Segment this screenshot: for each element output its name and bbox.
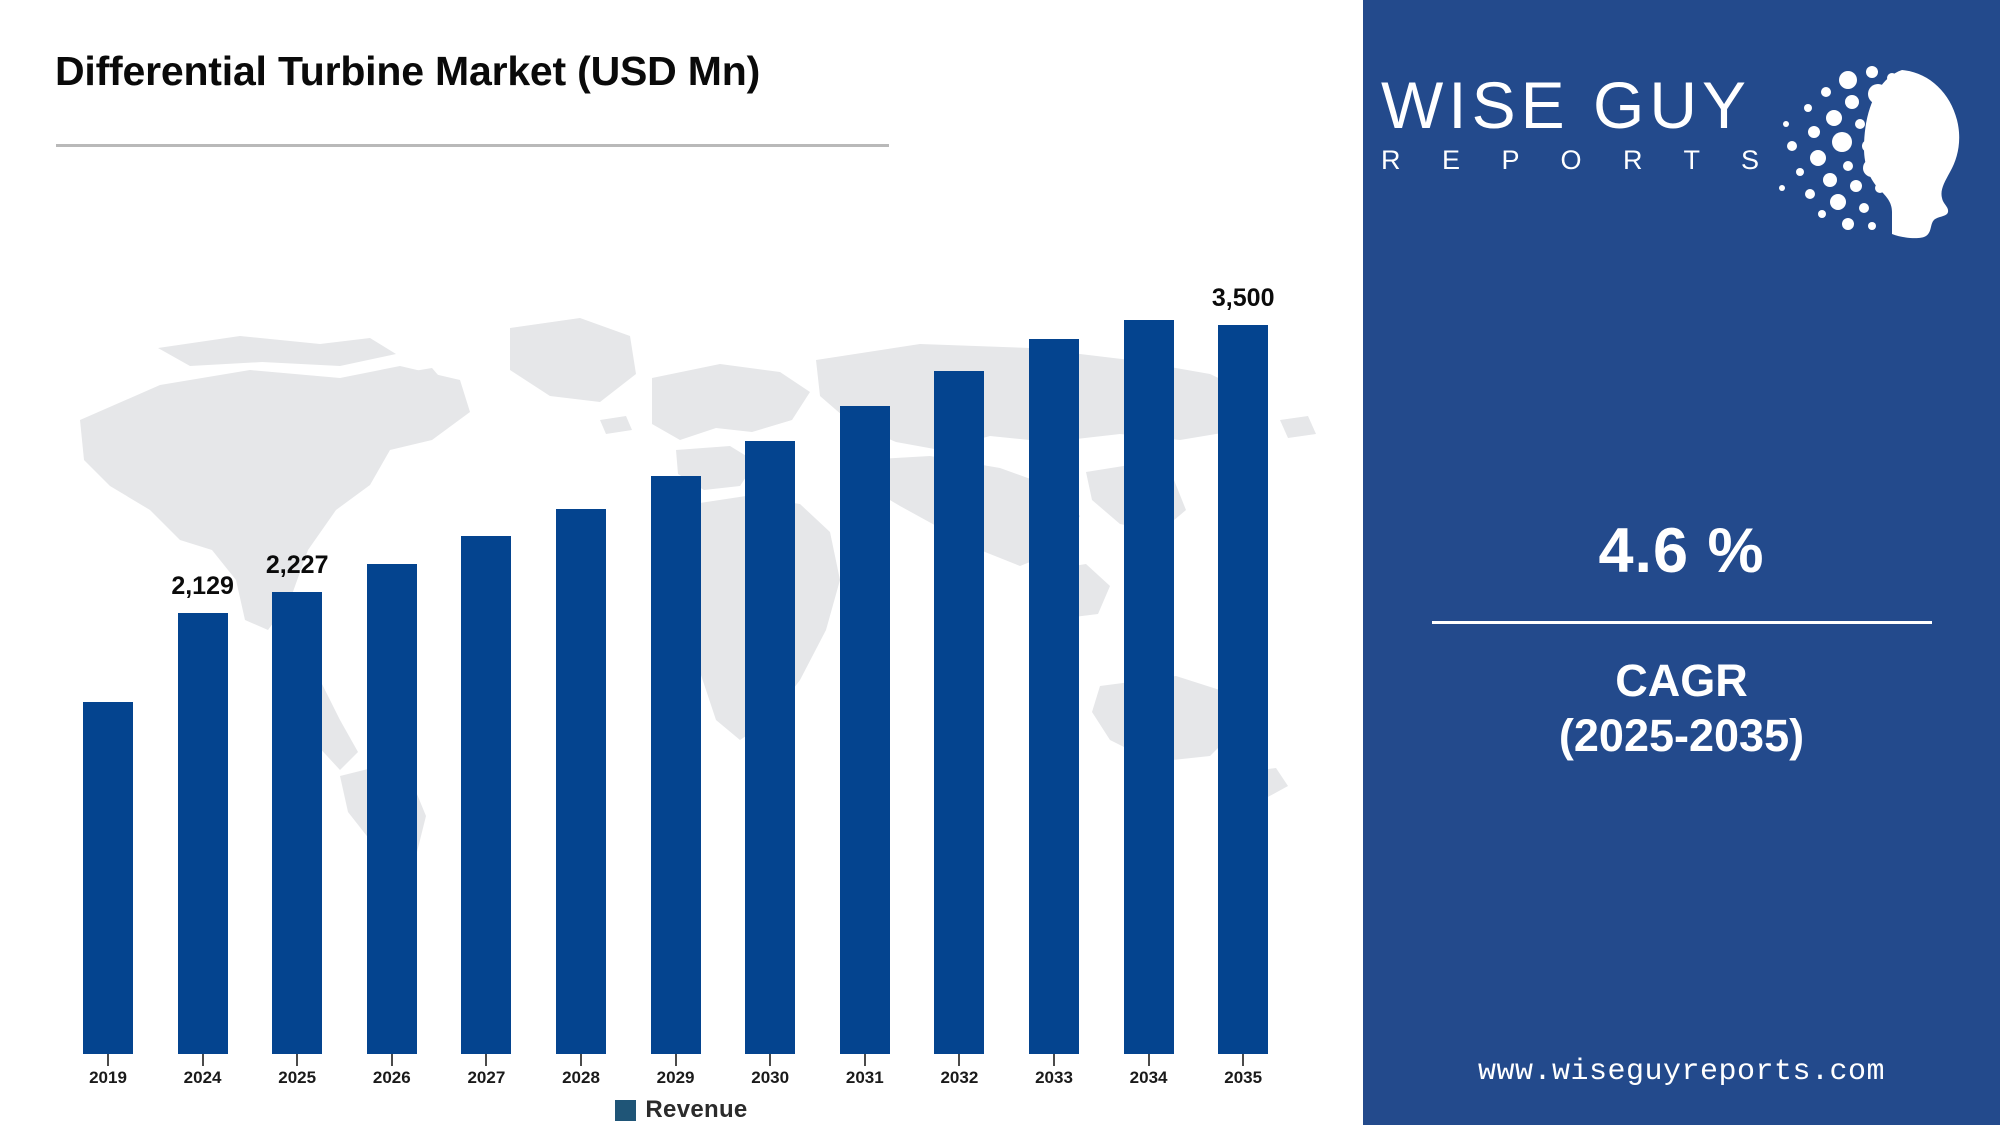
logo-line-primary: WISE GUY <box>1381 68 1752 142</box>
logo-wordmark: WISE GUY R E P O R T S <box>1381 68 1801 176</box>
logo-line-secondary: R E P O R T S <box>1381 145 1777 176</box>
bar-series-revenue: 2019 2,129 2024 2,227 2025 2026 2027 2028 2029 20… <box>83 0 1283 1087</box>
x-tick-label-2025: 2025 <box>278 1068 317 1087</box>
bar-2034[interactable] <box>1123 320 1174 1054</box>
bar-2029[interactable] <box>650 476 701 1054</box>
x-tick-label-2019: 2019 <box>89 1068 127 1087</box>
bar-2030[interactable] <box>745 441 796 1054</box>
bar-2024[interactable] <box>177 613 228 1054</box>
dotted-head-profile-icon <box>1779 66 1960 239</box>
x-tick-mark-2031 <box>863 1054 866 1066</box>
x-tick-mark-2029 <box>674 1054 677 1066</box>
cagr-block: 4.6 % CAGR (2025-2035) <box>1363 520 2000 764</box>
bar-2028[interactable] <box>556 509 606 1054</box>
legend-swatch-revenue <box>615 1099 637 1121</box>
cagr-caption: CAGR (2025-2035) <box>1363 654 2000 764</box>
bar-group-2030: 2030 <box>745 0 840 1087</box>
bar-group-2026: 2026 <box>366 0 462 1087</box>
x-tick-label-2032: 2032 <box>940 1068 979 1087</box>
bar-2031[interactable] <box>839 406 890 1054</box>
x-tick-mark-2019 <box>107 1054 109 1066</box>
legend-label-revenue: Revenue <box>645 1096 748 1123</box>
bar-value-label-2024: 2,129 <box>171 572 234 600</box>
x-tick-label-2033: 2033 <box>1035 1068 1073 1087</box>
x-tick-label-2034: 2034 <box>1129 1068 1168 1087</box>
x-tick-label-2030: 2030 <box>751 1068 790 1087</box>
bar-2026[interactable] <box>366 564 417 1054</box>
x-tick-label-2028: 2028 <box>562 1068 600 1087</box>
bar-2035[interactable] <box>1218 325 1269 1054</box>
cagr-divider <box>1431 621 1932 624</box>
bar-group-2027: 2027 <box>461 0 556 1087</box>
bar-group-2032: 2032 <box>934 0 1029 1087</box>
plot-area: 2019 2,129 2024 2,227 2025 2026 2027 2028 2029 20… <box>83 0 1283 1087</box>
bar-group-2019: 2019 <box>83 0 178 1087</box>
x-tick-mark-2033 <box>1053 1054 1055 1066</box>
bar-group-2033: 2033 <box>1029 0 1124 1087</box>
x-tick-mark-2025 <box>296 1054 299 1066</box>
bar-2019[interactable] <box>83 702 133 1054</box>
x-tick-label-2031: 2031 <box>845 1068 884 1087</box>
page-title: Differential Turbine Market (USD Mn) <box>55 48 761 94</box>
x-tick-mark-2030 <box>769 1054 772 1066</box>
bar-value-label-2035: 3,500 <box>1211 284 1275 312</box>
bar-2027[interactable] <box>461 536 512 1054</box>
x-tick-label-2029: 2029 <box>656 1068 695 1087</box>
brand-panel: WISE GUY R E P O R T S <box>1363 0 2000 1125</box>
wiseguyreports-logo: WISE GUY R E P O R T S <box>1363 66 2000 239</box>
x-tick-mark-2035 <box>1242 1054 1245 1066</box>
bar-2025[interactable] <box>272 592 323 1054</box>
x-tick-label-2027: 2027 <box>467 1068 506 1087</box>
cagr-value: 4.6 % <box>1598 516 1765 586</box>
website-url: www.wiseguyreports.com <box>1477 1055 1886 1089</box>
bar-group-2031: 2031 <box>839 0 935 1087</box>
x-tick-mark-2032 <box>958 1054 961 1066</box>
x-tick-mark-2024 <box>201 1054 204 1066</box>
bar-group-2028: 2028 <box>556 0 651 1087</box>
x-tick-label-2024: 2024 <box>183 1068 222 1087</box>
title-divider <box>56 144 889 147</box>
chart-panel: Differential Turbine Market (USD Mn) <box>0 0 1363 1124</box>
bar-group-2025: 2,227 2025 <box>266 0 367 1087</box>
x-tick-mark-2026 <box>390 1054 393 1066</box>
bar-group-2029: 2029 <box>650 0 746 1087</box>
x-tick-label-2035: 2035 <box>1224 1068 1263 1087</box>
x-tick-mark-2034 <box>1147 1054 1150 1066</box>
bar-group-2034: 2034 <box>1123 0 1219 1087</box>
bar-2033[interactable] <box>1029 339 1079 1054</box>
x-tick-label-2026: 2026 <box>372 1068 411 1087</box>
x-tick-mark-2027 <box>485 1054 488 1066</box>
bar-value-label-2025: 2,227 <box>265 551 329 579</box>
bar-2032[interactable] <box>934 371 985 1054</box>
bar-group-2035: 3,500 2035 <box>1212 0 1313 1087</box>
bar-group-2024: 2,129 2024 <box>171 0 273 1087</box>
chart-legend: Revenue <box>0 1096 1363 1124</box>
cagr-caption-line1: CAGR <box>1615 655 1748 706</box>
cagr-caption-line2: (2025-2035) <box>1558 709 1805 761</box>
x-tick-mark-2028 <box>580 1054 582 1066</box>
